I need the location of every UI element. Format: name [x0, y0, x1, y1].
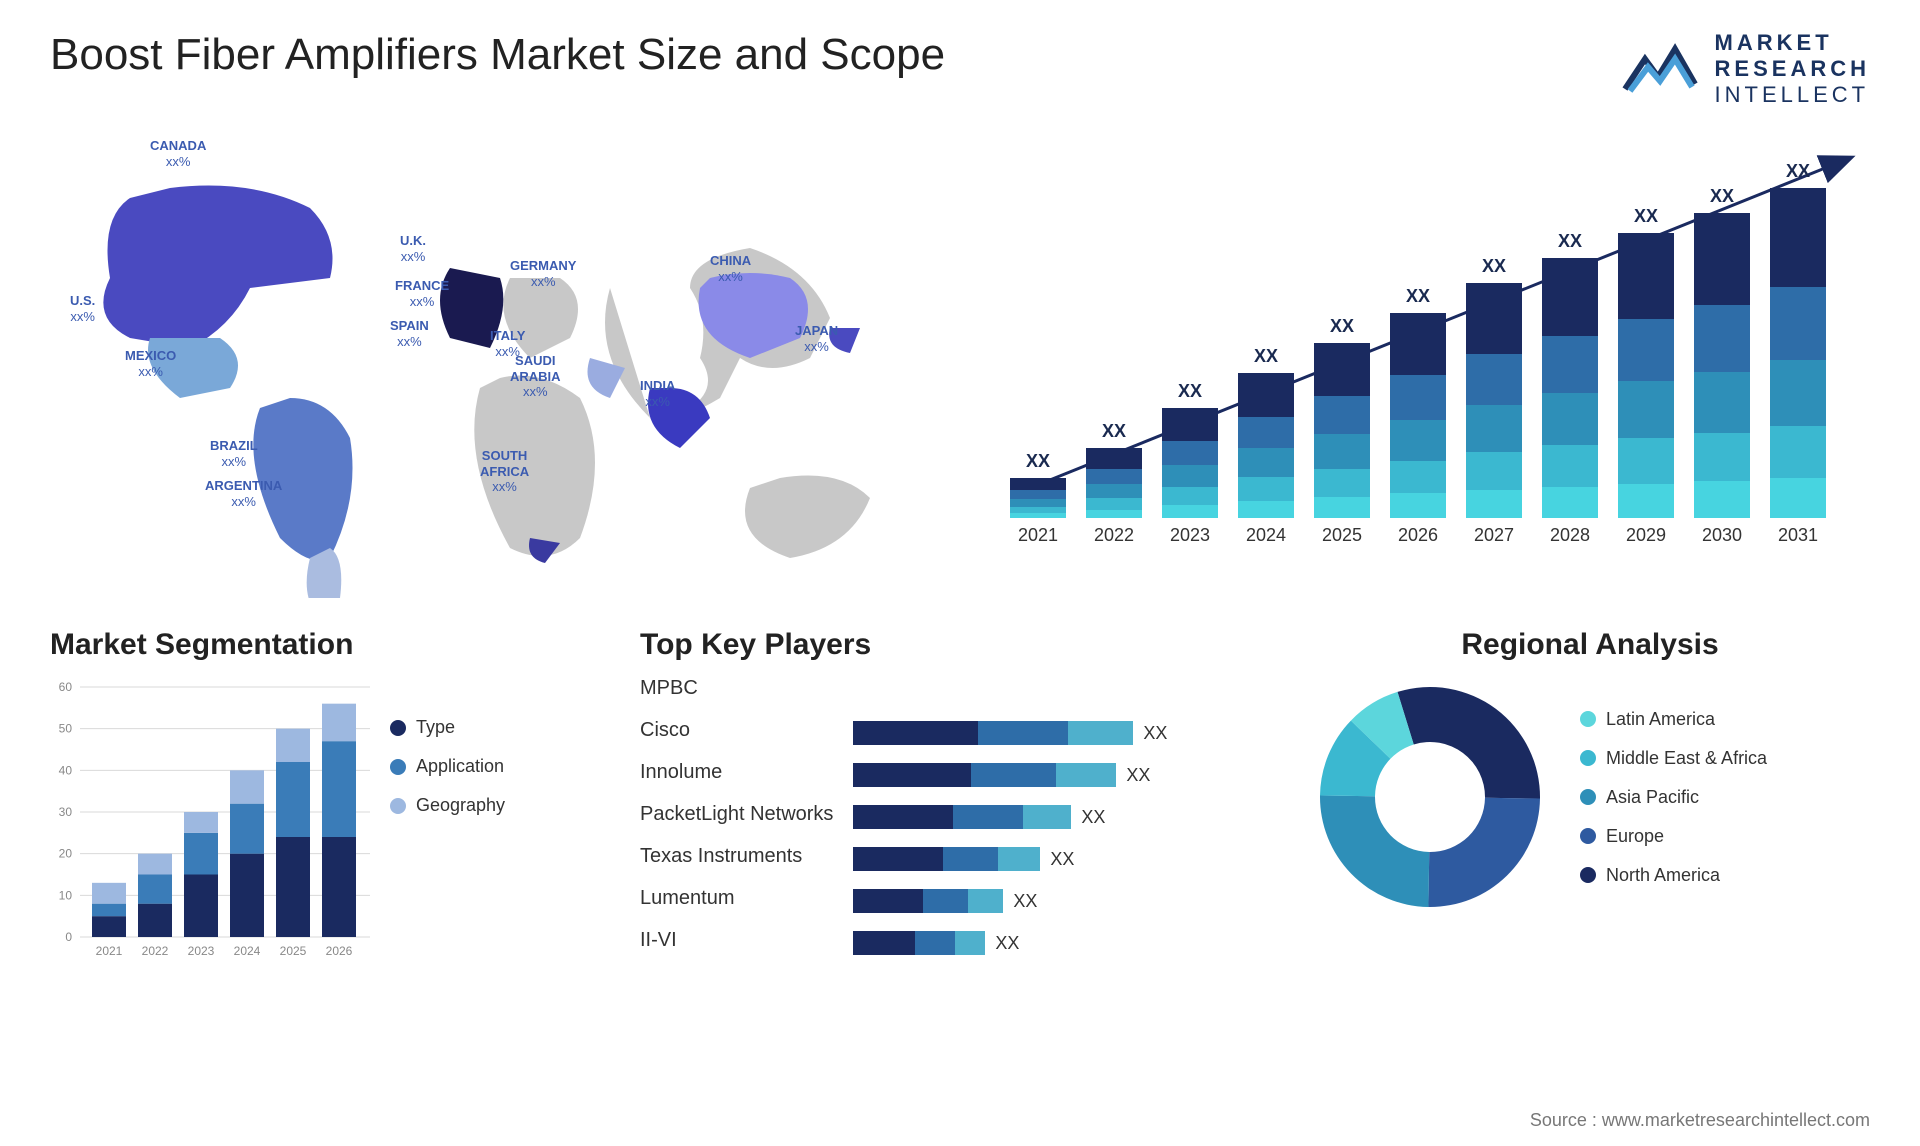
player-name: Innolume [640, 761, 833, 789]
growth-bar: XX2027 [1466, 256, 1522, 518]
players-labels: MPBC Cisco Innolume PacketLight Networks Tex… [640, 677, 833, 957]
svg-text:2021: 2021 [96, 944, 123, 958]
map-label: CHINAxx% [710, 253, 751, 284]
player-name: PacketLight Networks [640, 803, 833, 831]
player-bar: XX [853, 719, 1167, 747]
svg-text:0: 0 [65, 930, 72, 944]
svg-text:2025: 2025 [280, 944, 307, 958]
growth-bar: XX2021 [1010, 451, 1066, 518]
regional-legend: Latin America Middle East & Africa Asia Pa… [1580, 709, 1767, 886]
growth-chart-panel: XX2021 XX2022 XX2023 XX2024 XX2025 XX2026 XX20… [1010, 138, 1870, 598]
svg-text:50: 50 [59, 722, 73, 736]
map-label: SPAINxx% [390, 318, 429, 349]
logo-text-1: MARKET [1715, 30, 1870, 56]
page-title: Boost Fiber Amplifiers Market Size and S… [50, 30, 945, 80]
svg-text:20: 20 [59, 847, 73, 861]
segmentation-chart: 0 10 20 30 40 50 60 2021 2022 2023 2024 2025 2026 [50, 677, 370, 967]
player-name: II-VI [640, 929, 833, 957]
player-bar: XX [853, 929, 1167, 957]
segmentation-title: Market Segmentation [50, 628, 610, 662]
growth-bar: XX2022 [1086, 421, 1142, 518]
legend-item: Type [390, 717, 505, 738]
map-label: JAPANxx% [795, 323, 838, 354]
player-bar: XX [853, 845, 1167, 873]
growth-bar: XX2028 [1542, 231, 1598, 518]
growth-bar: XX2024 [1238, 346, 1294, 518]
svg-text:60: 60 [59, 680, 73, 694]
map-label: U.K.xx% [400, 233, 426, 264]
svg-text:2026: 2026 [326, 944, 353, 958]
growth-bar: XX2030 [1694, 186, 1750, 518]
segmentation-panel: Market Segmentation 0 10 20 30 40 50 60 2021 202… [50, 628, 610, 967]
map-label: GERMANYxx% [510, 258, 576, 289]
segmentation-legend: Type Application Geography [390, 677, 505, 816]
svg-text:2024: 2024 [234, 944, 261, 958]
players-bars: XX XX XX XX XX XX [853, 677, 1167, 957]
map-label: BRAZILxx% [210, 438, 258, 469]
logo-text-2: RESEARCH [1715, 56, 1870, 82]
world-map-panel: CANADAxx% U.S.xx% MEXICOxx% BRAZILxx% ARGENT… [50, 138, 970, 598]
logo-text-3: INTELLECT [1715, 82, 1870, 108]
map-label: SAUDIARABIAxx% [510, 353, 561, 400]
legend-item: Application [390, 756, 505, 777]
player-name: MPBC [640, 677, 833, 705]
source-footer: Source : www.marketresearchintellect.com [1530, 1110, 1870, 1131]
player-bar: XX [853, 803, 1167, 831]
svg-text:30: 30 [59, 805, 73, 819]
legend-item: Asia Pacific [1580, 787, 1767, 808]
legend-item: Europe [1580, 826, 1767, 847]
map-label: FRANCExx% [395, 278, 449, 309]
player-name: Lumentum [640, 887, 833, 915]
regional-panel: Regional Analysis Latin America Middle Ea… [1310, 628, 1870, 967]
svg-text:10: 10 [59, 888, 73, 902]
map-label: INDIAxx% [640, 378, 675, 409]
legend-item: Middle East & Africa [1580, 748, 1767, 769]
players-panel: Top Key Players MPBC Cisco Innolume PacketL… [640, 628, 1280, 967]
legend-item: North America [1580, 865, 1767, 886]
growth-bar: XX2029 [1618, 206, 1674, 518]
player-name: Cisco [640, 719, 833, 747]
svg-text:2023: 2023 [188, 944, 215, 958]
logo-icon [1620, 39, 1700, 99]
map-label: ARGENTINAxx% [205, 478, 282, 509]
regional-donut [1310, 677, 1550, 917]
legend-item: Latin America [1580, 709, 1767, 730]
growth-bar: XX2025 [1314, 316, 1370, 518]
map-label: U.S.xx% [70, 293, 95, 324]
svg-text:2022: 2022 [142, 944, 169, 958]
player-name: Texas Instruments [640, 845, 833, 873]
svg-text:40: 40 [59, 763, 73, 777]
legend-item: Geography [390, 795, 505, 816]
player-bar: XX [853, 761, 1167, 789]
map-label: SOUTHAFRICAxx% [480, 448, 529, 495]
growth-bar: XX2026 [1390, 286, 1446, 518]
growth-bar: XX2031 [1770, 161, 1826, 518]
players-title: Top Key Players [640, 628, 1280, 662]
player-bar: XX [853, 887, 1167, 915]
map-label: MEXICOxx% [125, 348, 176, 379]
brand-logo: MARKET RESEARCH INTELLECT [1620, 30, 1870, 108]
regional-title: Regional Analysis [1310, 628, 1870, 662]
map-label: CANADAxx% [150, 138, 206, 169]
growth-bar: XX2023 [1162, 381, 1218, 518]
